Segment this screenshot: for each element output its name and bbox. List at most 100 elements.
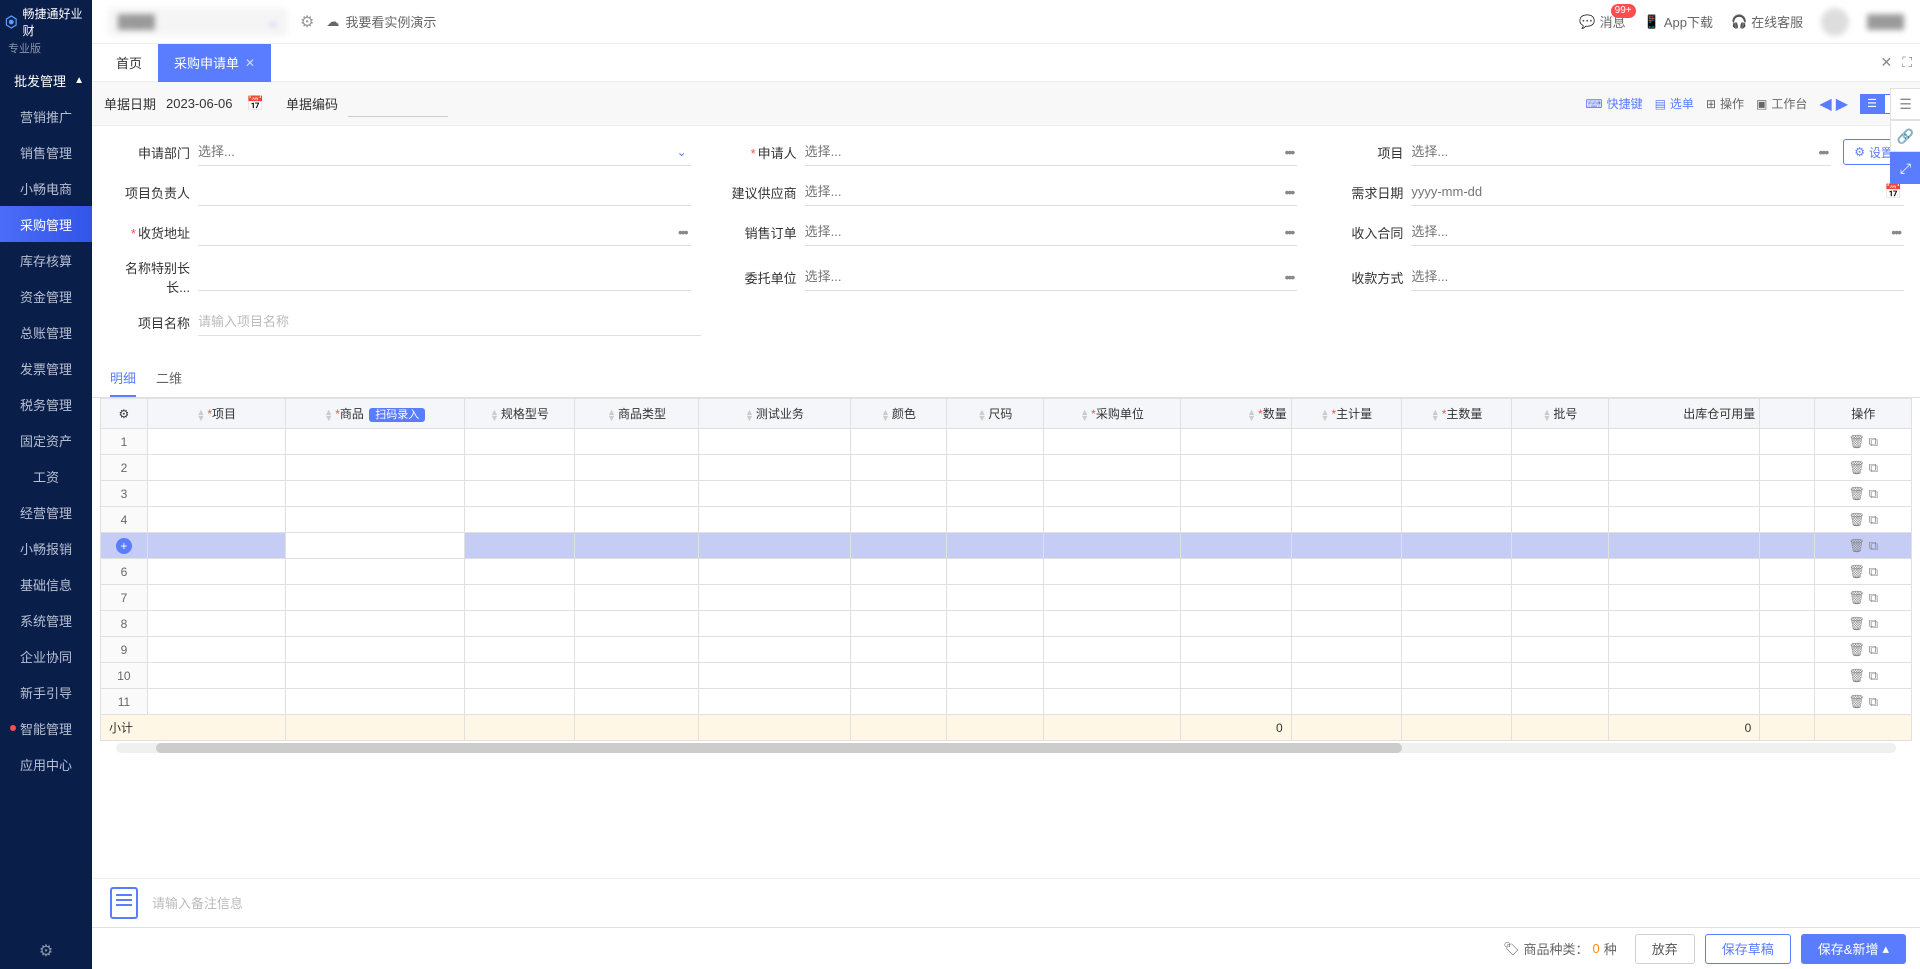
cell[interactable] — [699, 559, 851, 585]
cell[interactable] — [1760, 689, 1815, 715]
copy-icon[interactable]: ⧉ — [1869, 590, 1878, 605]
detail-tab-matrix[interactable]: 二维 — [156, 360, 182, 397]
cell[interactable] — [1043, 533, 1181, 559]
delete-icon[interactable]: 🗑 — [1848, 668, 1865, 683]
pay-method-input[interactable] — [1411, 269, 1904, 284]
cell[interactable] — [1291, 689, 1401, 715]
more-icon[interactable]: ••• — [1281, 269, 1298, 285]
copy-icon[interactable]: ⧉ — [1869, 642, 1878, 657]
fullscreen-button[interactable]: ⛶ — [1902, 54, 1912, 71]
cell[interactable] — [850, 663, 946, 689]
copy-icon[interactable]: ⧉ — [1869, 460, 1878, 475]
cell[interactable] — [1401, 507, 1511, 533]
cell[interactable] — [285, 507, 464, 533]
cell[interactable] — [1291, 507, 1401, 533]
cell[interactable] — [1512, 637, 1608, 663]
cell[interactable] — [1760, 481, 1815, 507]
detail-tab-items[interactable]: 明细 — [110, 360, 136, 397]
messages-button[interactable]: 💬 消息 99+ — [1579, 12, 1625, 31]
cell[interactable] — [947, 429, 1043, 455]
col-qty[interactable]: ▲▼*数量 — [1181, 399, 1291, 429]
cell[interactable] — [147, 611, 285, 637]
cell[interactable] — [575, 689, 699, 715]
cell[interactable] — [285, 689, 464, 715]
sidebar-item[interactable]: 固定资产 — [0, 422, 92, 458]
cell[interactable] — [947, 455, 1043, 481]
delete-icon[interactable]: 🗑 — [1848, 512, 1865, 527]
more-icon[interactable]: ••• — [1281, 144, 1298, 160]
col-project[interactable]: ▲▼*项目 — [147, 399, 285, 429]
sidebar-item[interactable]: 资金管理 — [0, 278, 92, 314]
cell[interactable] — [1760, 585, 1815, 611]
cell[interactable] — [147, 455, 285, 481]
doc-code-input[interactable] — [348, 91, 448, 117]
user-avatar[interactable] — [1821, 8, 1849, 36]
cell[interactable] — [285, 585, 464, 611]
cell[interactable] — [1401, 559, 1511, 585]
cell[interactable] — [1043, 663, 1181, 689]
table-row[interactable]: 10🗑⧉ — [101, 663, 1912, 689]
table-row[interactable]: 8🗑⧉ — [101, 611, 1912, 637]
view-list-button[interactable]: ☰ — [1860, 94, 1884, 114]
col-type[interactable]: ▲▼商品类型 — [575, 399, 699, 429]
cell[interactable] — [947, 663, 1043, 689]
cell[interactable] — [699, 455, 851, 481]
table-row[interactable]: 3🗑⧉ — [101, 481, 1912, 507]
cell[interactable] — [850, 637, 946, 663]
cell[interactable] — [1608, 663, 1760, 689]
next-doc-button[interactable]: ▶ — [1836, 94, 1848, 114]
cell[interactable] — [1181, 533, 1291, 559]
save-draft-button[interactable]: 保存草稿 — [1705, 934, 1791, 964]
cell[interactable] — [1608, 611, 1760, 637]
cell[interactable] — [285, 533, 464, 559]
cell[interactable] — [1291, 611, 1401, 637]
hotkey-button[interactable]: ⌨快捷键 — [1585, 95, 1642, 112]
cell[interactable] — [285, 481, 464, 507]
cell[interactable] — [147, 533, 285, 559]
delete-icon[interactable]: 🗑 — [1848, 538, 1865, 553]
cell[interactable] — [147, 429, 285, 455]
copy-icon[interactable]: ⧉ — [1869, 486, 1878, 501]
cell[interactable] — [1401, 481, 1511, 507]
cell[interactable] — [1043, 455, 1181, 481]
cell[interactable] — [850, 481, 946, 507]
cell[interactable] — [147, 559, 285, 585]
cell[interactable] — [285, 455, 464, 481]
cell[interactable] — [1291, 559, 1401, 585]
cell[interactable] — [1181, 611, 1291, 637]
cell[interactable] — [1608, 689, 1760, 715]
cell[interactable] — [1760, 559, 1815, 585]
cell[interactable] — [1291, 533, 1401, 559]
cell[interactable] — [464, 637, 574, 663]
cell[interactable] — [1181, 689, 1291, 715]
delete-icon[interactable]: 🗑 — [1848, 590, 1865, 605]
cell[interactable] — [1760, 611, 1815, 637]
copy-icon[interactable]: ⧉ — [1869, 616, 1878, 631]
sidebar-item[interactable]: 应用中心 — [0, 746, 92, 782]
tab-home[interactable]: 首页 — [100, 44, 158, 82]
col-avail[interactable]: 出库仓可用量 — [1608, 399, 1760, 429]
cell[interactable] — [1291, 663, 1401, 689]
cell[interactable] — [947, 637, 1043, 663]
cell[interactable] — [1181, 455, 1291, 481]
more-icon[interactable]: ••• — [1281, 224, 1298, 240]
demo-link[interactable]: ☁ 我要看实例演示 — [326, 12, 436, 31]
org-settings-button[interactable]: ⚙ — [300, 12, 314, 32]
chevron-down-icon[interactable]: ⌄ — [673, 145, 691, 159]
cell[interactable] — [947, 689, 1043, 715]
sidebar-item[interactable]: 采购管理 — [0, 206, 92, 242]
cell[interactable] — [1512, 533, 1608, 559]
cell[interactable] — [285, 637, 464, 663]
copy-icon[interactable]: ⧉ — [1869, 668, 1878, 683]
cell[interactable] — [147, 507, 285, 533]
org-selector[interactable]: ████⌄ — [108, 8, 288, 36]
cell[interactable] — [1401, 585, 1511, 611]
col-product[interactable]: ▲▼*商品 扫码录入 — [285, 399, 464, 429]
addr-input[interactable] — [198, 224, 674, 239]
cell[interactable] — [575, 429, 699, 455]
cell[interactable] — [850, 455, 946, 481]
sidebar-item[interactable]: 新手引导 — [0, 674, 92, 710]
col-main-qty[interactable]: ▲▼*主数量 — [1401, 399, 1511, 429]
delete-icon[interactable]: 🗑 — [1848, 616, 1865, 631]
sidebar-item[interactable]: 销售管理 — [0, 134, 92, 170]
